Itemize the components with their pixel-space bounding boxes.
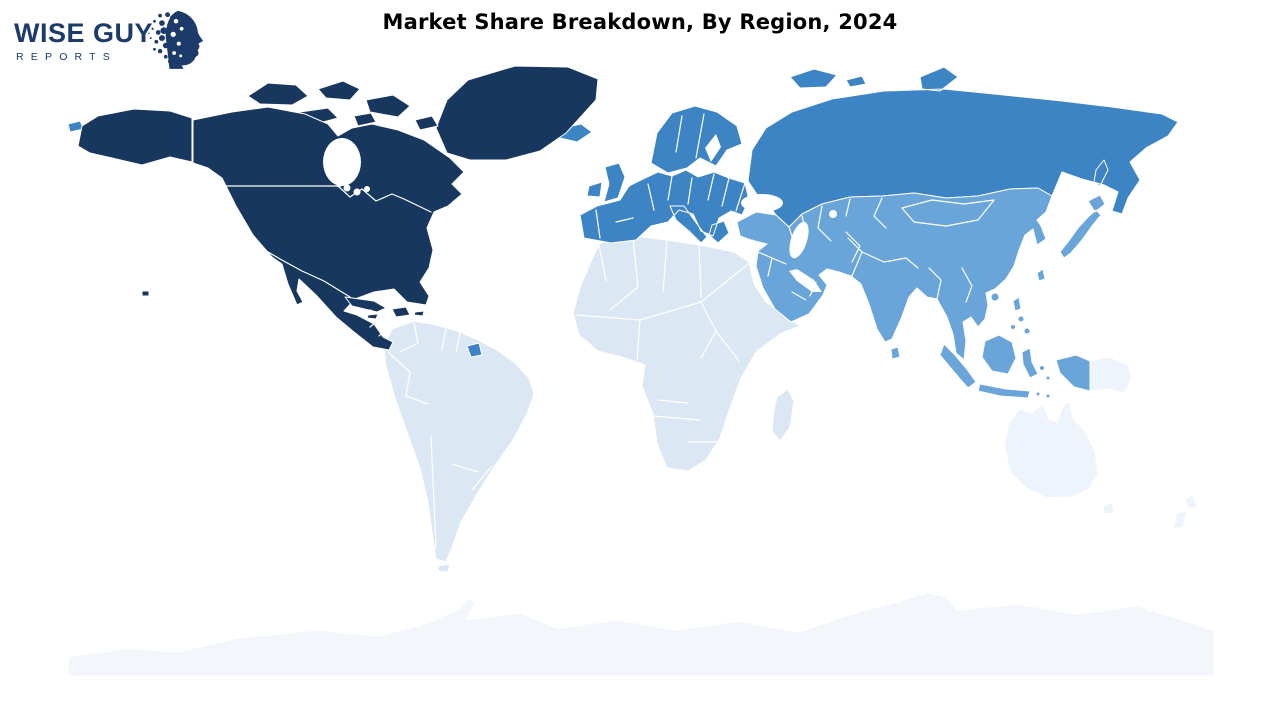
- region-north-america-greenland: [435, 65, 599, 161]
- africa-country-borders: [576, 237, 749, 443]
- dotted-head-profile-icon: [148, 10, 204, 69]
- region-north-america-caribbean: [141, 290, 425, 320]
- wise-guy-reports-logo: WISE GUY REPORTS: [14, 8, 205, 70]
- region-north-america-mainland: [192, 106, 465, 351]
- bahamas-islands: [399, 287, 409, 296]
- logo-tagline: REPORTS: [16, 51, 117, 63]
- asia-small-islands: [990, 292, 1051, 399]
- region-south-america: [383, 320, 535, 573]
- aral-sea: [829, 210, 837, 218]
- caspian-sea: [789, 221, 809, 259]
- logo-text: WISE GUY REPORTS: [14, 8, 154, 64]
- page-title: Market Share Breakdown, By Region, 2024: [382, 10, 898, 34]
- south-america-country-borders: [387, 322, 493, 549]
- region-oceania: [1003, 356, 1198, 530]
- region-french-guiana: [466, 342, 483, 358]
- region-north-america-arctic-islands: [247, 80, 439, 131]
- region-russia: [67, 66, 1179, 228]
- logo-wordmark: WISE GUY: [14, 18, 154, 48]
- region-north-america-alaska: [77, 108, 193, 166]
- north-america-country-borders: [195, 185, 432, 337]
- europe-country-borders: [595, 113, 746, 239]
- asia-country-borders: [751, 197, 995, 303]
- black-sea: [741, 194, 783, 212]
- region-antarctica: [67, 591, 1215, 677]
- region-africa: [572, 235, 801, 472]
- hudson-bay: [323, 138, 361, 186]
- baltic-sea: [705, 134, 721, 162]
